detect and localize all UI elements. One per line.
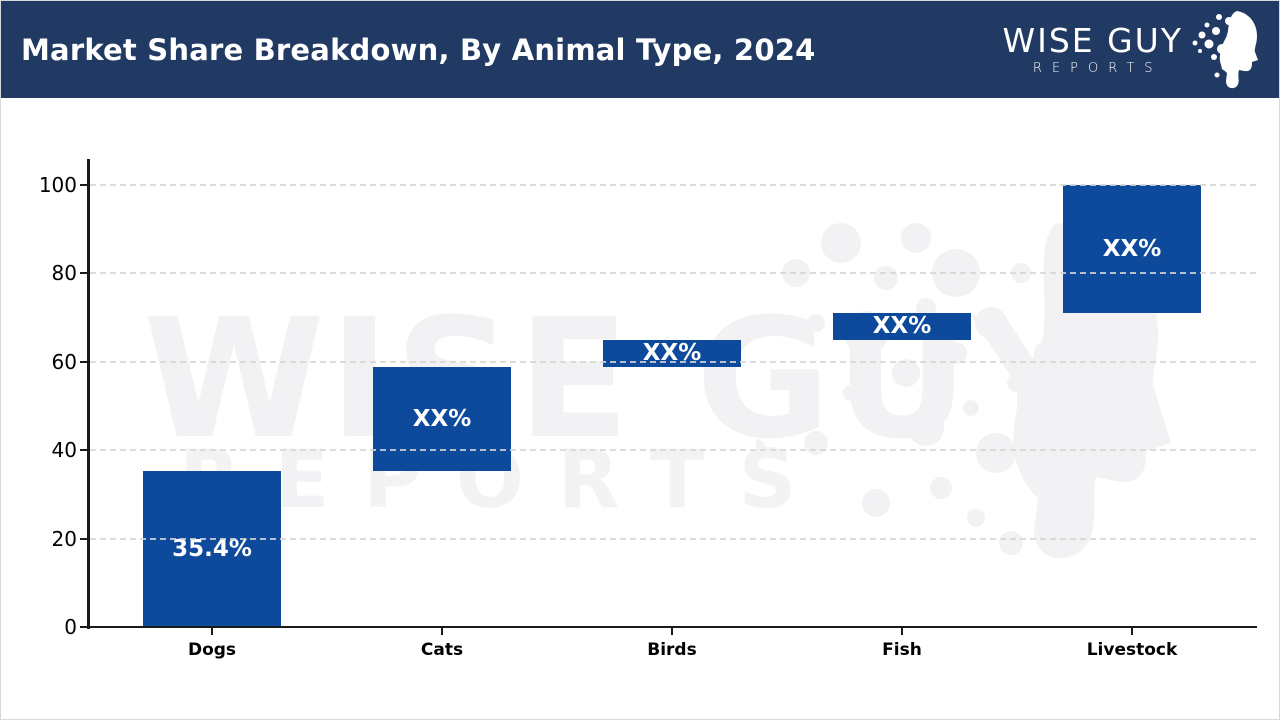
bar-cats: XX% [373,367,511,471]
y-tick-100 [80,184,88,186]
gridline-60 [90,360,1256,363]
x-label-fish: Fish [882,640,922,660]
bar-dogs: 35.4% [143,470,281,627]
y-axis-line [87,159,90,629]
x-tick-birds [671,628,673,635]
bar-label-cats: XX% [412,405,472,432]
bar-label-livestock: XX% [1102,236,1162,263]
x-tick-fish [901,628,903,635]
x-label-livestock: Livestock [1086,640,1178,660]
x-tick-livestock [1131,628,1133,635]
x-label-dogs: Dogs [187,640,237,660]
wiseguy-logo-text: WISE GUY REPORTS [1002,24,1183,75]
y-tick-label-100: 100 [38,173,77,197]
logo-reports-label: REPORTS [1032,61,1163,76]
y-tick-0 [80,626,88,628]
x-label-cats: Cats [420,640,464,660]
y-tick-label-60: 60 [51,349,77,374]
gridline-80 [90,272,1256,275]
wiseguy-logo: WISE GUY REPORTS [1002,9,1259,91]
header-bar: Market Share Breakdown, By Animal Type, … [1,1,1279,98]
x-label-birds: Birds [647,640,697,660]
x-tick-dogs [211,628,213,635]
chart-title: Market Share Breakdown, By Animal Type, … [21,32,816,67]
logo-wiseguy-label: WISE GUY [1002,21,1183,60]
x-axis-line [87,625,1257,628]
gridline-40 [90,449,1256,452]
bar-label-fish: XX% [872,313,932,340]
bar-birds: XX% [603,339,741,368]
y-tick-60 [80,360,88,363]
x-tick-cats [441,628,443,635]
bar-fish: XX% [833,313,971,340]
y-tick-label-40: 40 [51,438,77,463]
y-tick-label-0: 0 [64,615,77,639]
wiseguy-head-icon [1192,10,1258,88]
y-tick-80 [80,272,88,275]
gridline-100 [90,184,1256,186]
y-tick-40 [80,449,88,452]
gridline-20 [90,537,1256,540]
bar-livestock: XX% [1063,185,1201,314]
y-tick-label-20: 20 [51,526,77,551]
y-tick-20 [80,537,88,540]
y-tick-label-80: 80 [51,261,77,286]
bar-label-dogs: 35.4% [172,535,252,562]
